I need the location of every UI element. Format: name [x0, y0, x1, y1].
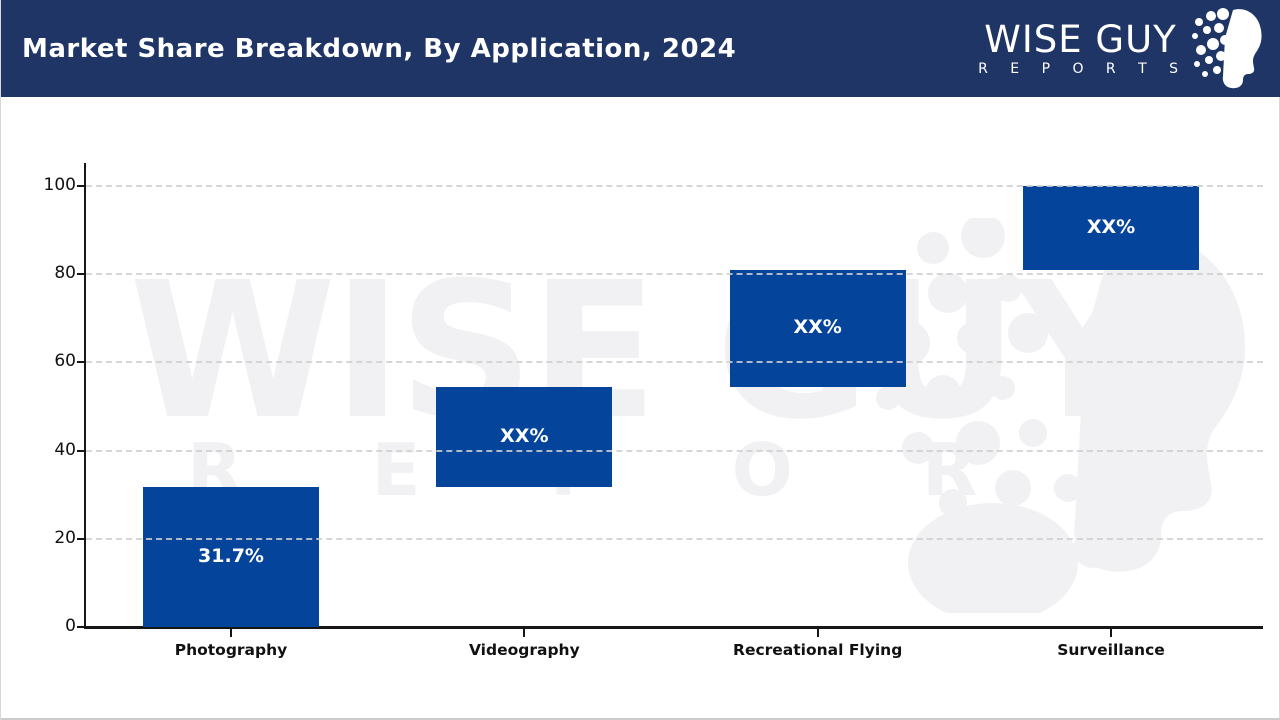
gridline-y60 — [86, 361, 1263, 364]
x-tick-mark — [230, 629, 232, 637]
x-axis-line — [84, 626, 1263, 629]
y-tick-label: 80 — [54, 263, 76, 284]
x-tick-mark — [816, 629, 819, 637]
gridline-y100 — [86, 185, 1263, 187]
gridline-y80 — [86, 273, 1263, 276]
chart-title: Market Share Breakdown, By Application, … — [22, 33, 737, 64]
gridline-y20 — [86, 537, 1263, 540]
x-tick-mark — [1109, 629, 1112, 637]
x-category-label: Photography — [174, 641, 288, 659]
y-tick-label: 60 — [54, 351, 76, 372]
header-bar: Market Share Breakdown, By Application, … — [1, 0, 1280, 97]
y-tick-mark — [77, 361, 86, 364]
wiseguy-logo: WISE GUY R E P O R T S — [974, 8, 1263, 90]
bottom-border — [1, 718, 1280, 720]
y-tick-mark — [77, 449, 86, 452]
x-category-label: Recreational Flying — [733, 641, 903, 659]
bar-recreational-flying: XX% — [729, 269, 906, 388]
y-tick-label: 0 — [65, 616, 76, 636]
y-tick-mark — [77, 185, 86, 187]
bar-value-label: XX% — [500, 425, 549, 448]
y-tick-label: 100 — [43, 175, 76, 195]
y-tick-mark — [77, 537, 86, 540]
bar-value-label: 31.7% — [198, 545, 264, 568]
bar-value-label: XX% — [1086, 215, 1136, 238]
x-category-label: Videography — [468, 641, 580, 659]
logo-subtitle: R E P O R T S — [978, 60, 1187, 77]
logo-wordmark: WISE GUY — [984, 18, 1177, 62]
y-tick-label: 40 — [54, 439, 76, 460]
y-tick-mark — [77, 626, 86, 628]
bar-videography: XX% — [436, 387, 613, 488]
bar-photography: 31.7% — [143, 487, 319, 627]
logo-text: WISE GUY R E P O R T S — [974, 18, 1187, 77]
y-axis-line — [84, 163, 86, 629]
gridline-y40 — [86, 449, 1263, 452]
bar-surveillance: XX% — [1022, 186, 1199, 270]
y-tick-label: 20 — [54, 527, 76, 548]
y-tick-mark — [77, 273, 86, 276]
x-tick-mark — [523, 629, 526, 637]
bar-value-label: XX% — [793, 316, 842, 339]
x-category-label: Surveillance — [1057, 641, 1165, 659]
dotted-face-icon — [1192, 8, 1262, 89]
